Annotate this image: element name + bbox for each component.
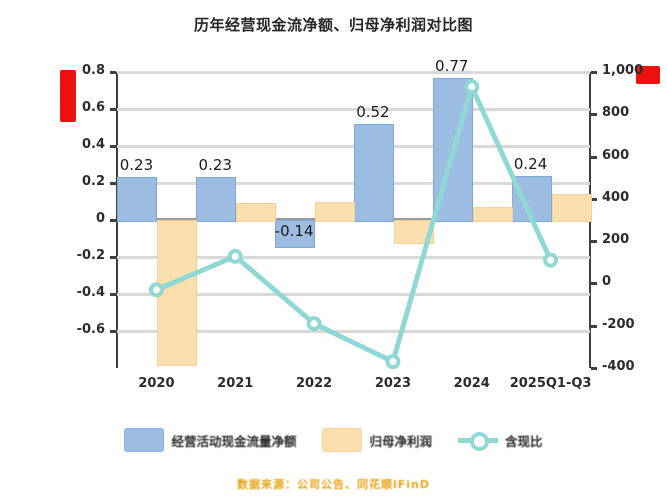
bar-data-label: -0.14 (274, 222, 314, 240)
bar-data-label: 0.77 (435, 56, 469, 75)
bar-data-label: 0.24 (513, 154, 548, 173)
right-axis-tick (591, 197, 597, 201)
gridline (117, 182, 590, 185)
legend-item-2[interactable]: 含现比 (458, 429, 543, 451)
right-axis-tick-label: 600 (602, 147, 630, 163)
bar-cashflow-2023 (353, 123, 394, 222)
line-series-path (153, 84, 554, 365)
legend-item-0[interactable]: 经营活动现金流量净额 (124, 428, 296, 452)
line-marker-2022 (306, 316, 322, 332)
right-axis-tick-label: -400 (602, 359, 635, 374)
bar-profit-2025Q1-Q3 (551, 194, 592, 222)
left-axis-tick (110, 256, 116, 259)
right-axis-tick (591, 155, 597, 159)
left-axis-tick-label: 0.8 (81, 63, 105, 78)
right-axis-tick-label: 200 (602, 232, 630, 248)
right-axis-tick-label: 1,000 (602, 63, 644, 78)
left-axis-tick-label: 0.6 (81, 100, 105, 115)
line-marker-2021 (227, 248, 243, 264)
left-axis-tick-label: 0 (95, 211, 105, 226)
x-axis-tick-label: 2021 (217, 376, 254, 391)
right-axis-tick (591, 282, 597, 286)
right-axis-title: % (636, 66, 660, 84)
bar-cashflow-2020 (117, 177, 158, 222)
bar-data-label: 0.23 (198, 156, 232, 175)
bar-data-label: 0.23 (119, 156, 154, 175)
x-axis-tick-label: 2020 (138, 376, 175, 391)
left-axis-tick-label: 0.4 (81, 137, 105, 152)
legend-label: 归母净利润 (369, 433, 432, 449)
right-axis-tick-label: 800 (602, 105, 630, 121)
bar-profit-2022 (315, 201, 356, 222)
teal-line-marker (458, 429, 498, 451)
left-axis-title: 亿元 (60, 70, 76, 122)
gridline (117, 256, 590, 259)
left-axis-tick (110, 219, 116, 222)
left-axis-tick (110, 182, 116, 185)
legend-item-1[interactable]: 归母净利润 (322, 428, 432, 452)
left-axis-tick (110, 145, 116, 148)
bar-data-label: 0.52 (356, 102, 390, 121)
gridline (117, 330, 590, 333)
right-axis-tick (591, 113, 597, 117)
right-axis-tick-label: 400 (602, 189, 630, 205)
line-marker-2024 (464, 79, 480, 95)
right-axis-tick (591, 71, 597, 74)
left-axis-tick-label: -0.4 (76, 285, 105, 300)
bar-profit-2024 (472, 207, 513, 222)
orange-square-swatch (322, 428, 363, 452)
chart-title: 历年经营现金流净额、归母净利润对比图 (193, 16, 473, 34)
legend-label: 含现比 (505, 433, 543, 449)
line-marker-2020 (148, 282, 164, 298)
chart-legend: 经营活动现金流量净额 归母净利润 含现比 (0, 428, 667, 452)
x-axis-tick-label: 2024 (453, 376, 490, 391)
right-axis-tick (591, 324, 597, 328)
gridline (117, 108, 590, 111)
gridline (117, 145, 590, 148)
right-axis-tick-label: -200 (602, 316, 635, 332)
x-axis-tick-label: 2023 (374, 376, 411, 391)
left-axis-tick (110, 71, 116, 74)
plot-area: 0.23 0.23 -0.14 0.52 0.77 0.24 (110, 57, 597, 370)
gridline (117, 71, 590, 74)
left-axis-tick-label: -0.2 (76, 248, 105, 263)
bar-cashflow-2021 (196, 177, 237, 222)
right-axis-tick (591, 367, 597, 370)
left-axis-tick-label: -0.6 (76, 322, 105, 337)
right-axis-tick (591, 240, 597, 244)
line-marker-2025Q1-Q3 (543, 252, 559, 268)
left-axis-tick (110, 108, 116, 111)
left-axis-tick-label: 0.2 (81, 174, 105, 189)
source-watermark: 数据来源：公司公告、同花顺iFinD (236, 478, 431, 491)
left-axis-tick (110, 330, 116, 333)
legend-label: 经营活动现金流量净额 (171, 433, 297, 449)
gridline (117, 293, 590, 296)
line-series-layer (148, 79, 559, 370)
bar-cashflow-2022 (275, 220, 316, 248)
right-axis-tick-label: 0 (602, 274, 612, 290)
left-axis-tick (110, 293, 116, 296)
line-marker-2023 (385, 354, 401, 370)
x-axis-tick-label: 2025Q1-Q3 (509, 376, 592, 391)
x-axis-tick-label: 2022 (295, 376, 333, 391)
bar-profit-2021 (236, 203, 277, 222)
blue-square-swatch (124, 428, 165, 452)
